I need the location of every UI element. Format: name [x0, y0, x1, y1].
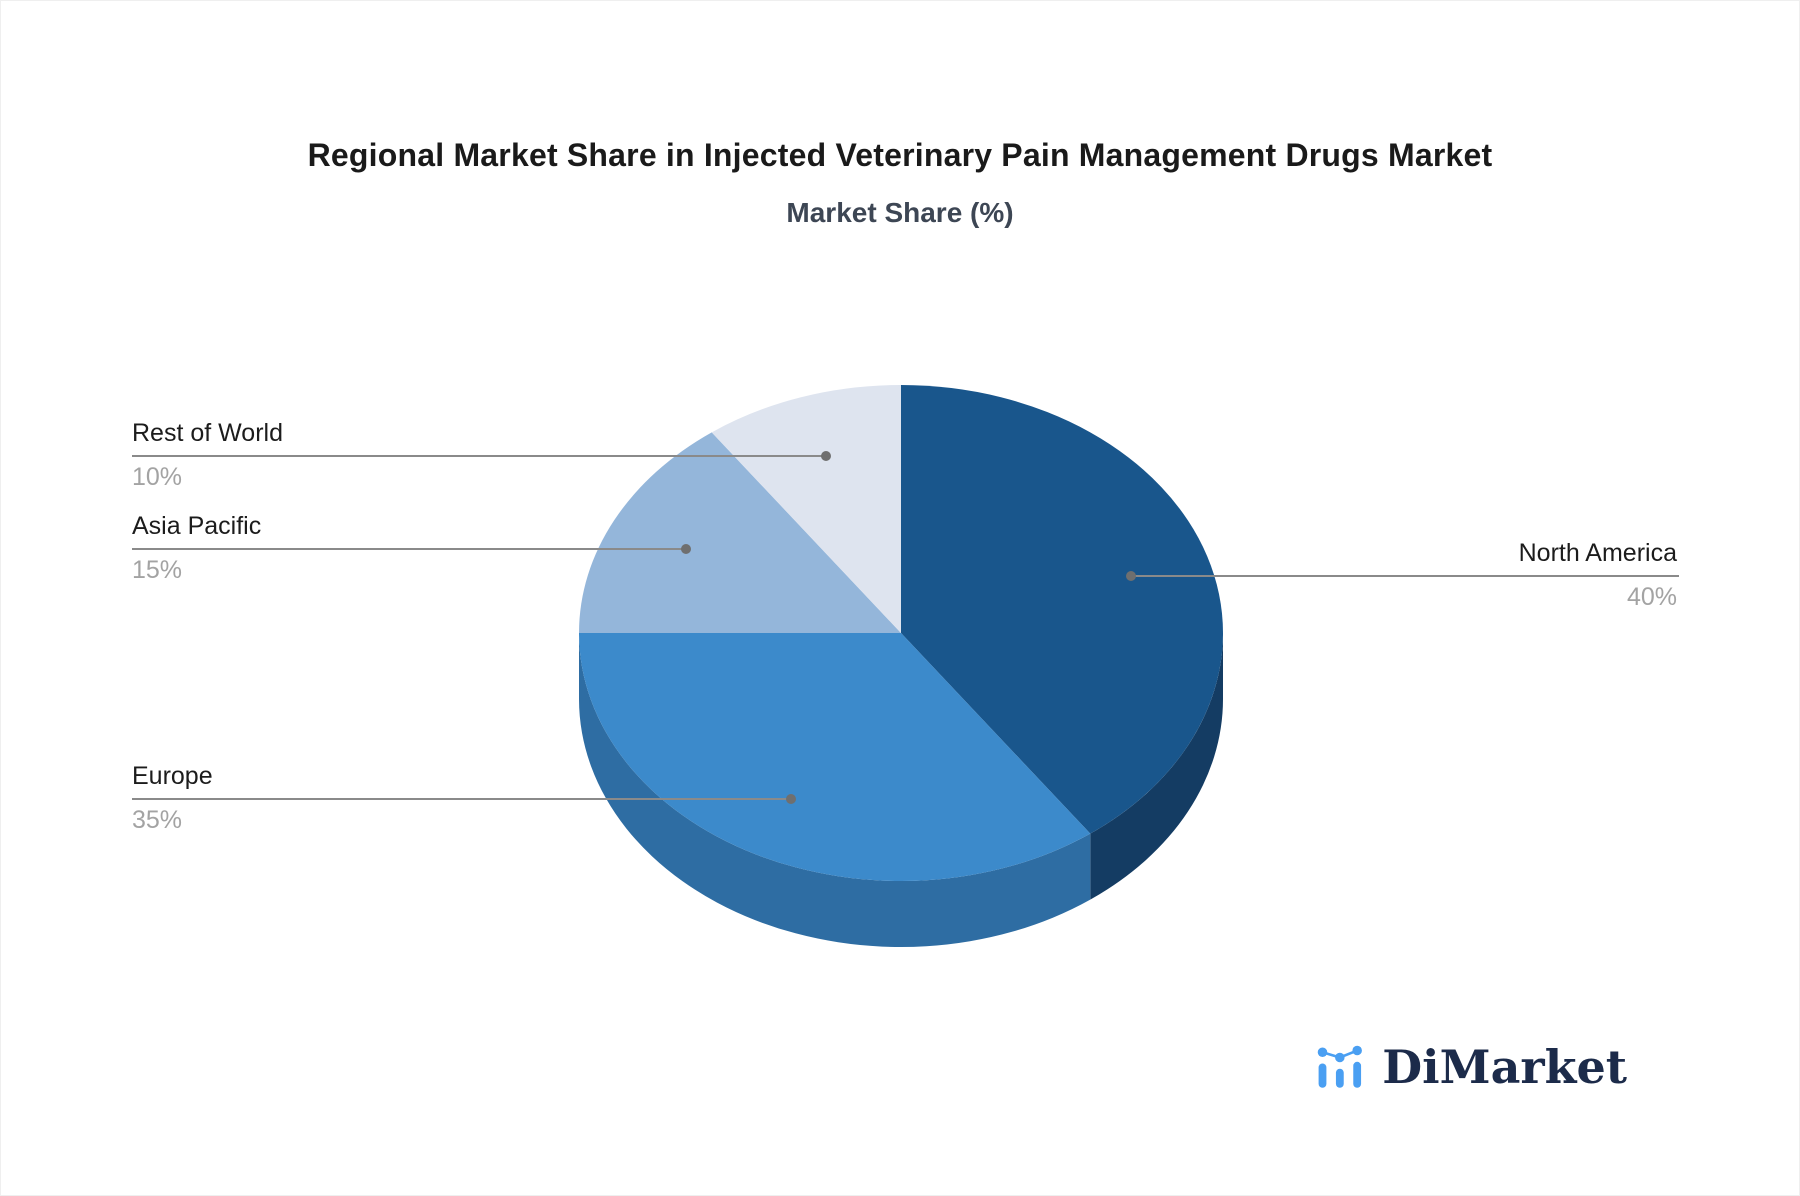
slice-label-text: North America: [1518, 539, 1677, 567]
slice-value-text: 40%: [1626, 583, 1677, 611]
slice-value-text: 15%: [132, 556, 183, 584]
slice-label-text: Asia Pacific: [132, 512, 262, 540]
slice-callout-rest-of-world: Rest of World 10%: [132, 418, 283, 492]
slice-label-text: Europe: [132, 762, 213, 790]
slice-callout-europe: Europe 35%: [132, 761, 213, 835]
chart-title: Regional Market Share in Injected Veteri…: [307, 137, 1493, 173]
slice-value-text: 10%: [132, 463, 183, 491]
bar-line-chart-icon: [1318, 1045, 1363, 1088]
dimarket-logo: DiMarket: [1316, 1039, 1627, 1095]
dimarket-logo-text: DiMarket: [1382, 1040, 1627, 1094]
slice-value-text: 35%: [132, 806, 183, 834]
chart-subtitle: Market Share (%): [786, 197, 1014, 228]
slice-label-text: Rest of World: [132, 419, 283, 447]
slice-callout-north-america: North America 40%: [1519, 538, 1677, 612]
slice-callout-asia-pacific: Asia Pacific 15%: [132, 511, 261, 585]
